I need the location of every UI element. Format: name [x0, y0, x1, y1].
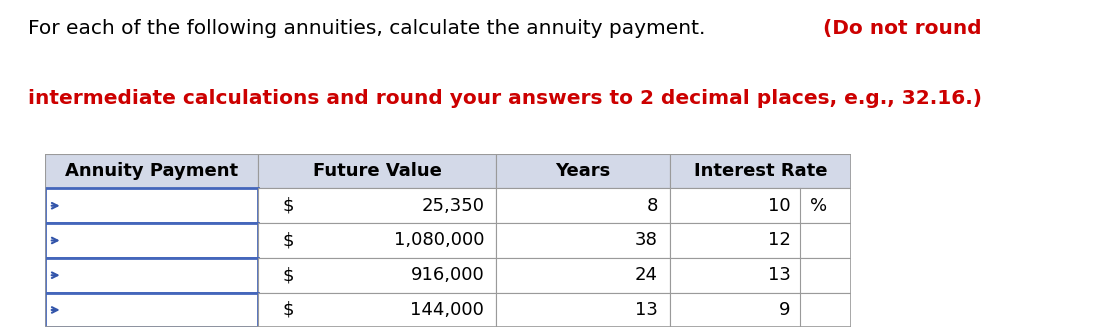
- Bar: [45, 293, 259, 327]
- Text: 38: 38: [635, 231, 657, 249]
- Text: intermediate calculations and round your answers to 2 decimal places, e.g., 32.1: intermediate calculations and round your…: [28, 89, 982, 108]
- Text: 12: 12: [768, 231, 791, 249]
- Text: 8: 8: [646, 197, 657, 215]
- Text: %: %: [810, 197, 828, 215]
- Text: Years: Years: [556, 162, 610, 180]
- Text: $: $: [282, 301, 295, 319]
- Text: 9: 9: [780, 301, 791, 319]
- Bar: [45, 223, 259, 258]
- Bar: [496, 258, 670, 293]
- Bar: [496, 188, 670, 223]
- Text: $: $: [282, 231, 295, 249]
- Text: 144,000: 144,000: [410, 301, 484, 319]
- Text: Interest Rate: Interest Rate: [693, 162, 828, 180]
- Text: Future Value: Future Value: [312, 162, 442, 180]
- Text: For each of the following annuities, calculate the annuity payment.: For each of the following annuities, cal…: [28, 19, 711, 38]
- Text: (Do not round: (Do not round: [823, 19, 982, 38]
- Bar: [670, 188, 851, 223]
- Text: 25,350: 25,350: [421, 197, 484, 215]
- Bar: [496, 154, 670, 188]
- Bar: [670, 223, 851, 258]
- Bar: [670, 258, 851, 293]
- Text: 1,080,000: 1,080,000: [394, 231, 484, 249]
- Text: 13: 13: [768, 266, 791, 284]
- Bar: [45, 258, 259, 293]
- Bar: [496, 223, 670, 258]
- Bar: [259, 154, 496, 188]
- Bar: [259, 293, 496, 327]
- Bar: [45, 188, 259, 223]
- Text: $: $: [282, 197, 295, 215]
- Bar: [259, 258, 496, 293]
- Text: 916,000: 916,000: [411, 266, 484, 284]
- Text: $: $: [282, 266, 295, 284]
- Text: 10: 10: [768, 197, 791, 215]
- Bar: [496, 293, 670, 327]
- Text: 24: 24: [635, 266, 657, 284]
- Bar: [670, 293, 851, 327]
- Text: Annuity Payment: Annuity Payment: [65, 162, 239, 180]
- Bar: [259, 188, 496, 223]
- Bar: [259, 223, 496, 258]
- Bar: [670, 154, 851, 188]
- Text: 13: 13: [635, 301, 657, 319]
- Bar: [45, 154, 259, 188]
